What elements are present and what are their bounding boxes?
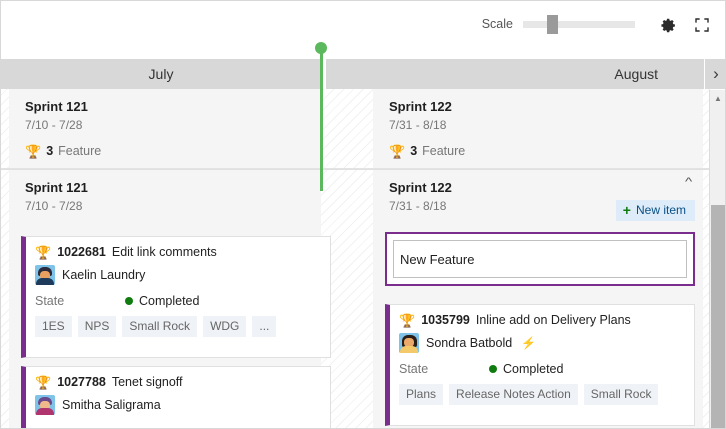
new-item-button[interactable]: + New item xyxy=(615,200,695,221)
avatar xyxy=(35,395,55,415)
trophy-icon: 🏆 xyxy=(389,143,406,159)
new-item-label: New item xyxy=(635,203,686,217)
tag-chip[interactable]: Plans xyxy=(399,384,444,405)
scrollbar-thumb[interactable] xyxy=(711,205,725,428)
top-toolbar: Scale xyxy=(1,1,725,59)
sprint-cell-121-summary[interactable]: Sprint 121 7/10 - 7/28 🏆 3 Feature xyxy=(9,89,321,168)
today-marker-line-row2 xyxy=(320,169,323,191)
today-marker-dot xyxy=(315,42,327,54)
card-state-row: State Completed xyxy=(26,285,330,308)
state-dot-icon xyxy=(489,365,497,373)
tag-chip[interactable]: NPS xyxy=(77,316,117,337)
tag-chip[interactable]: 1ES xyxy=(35,316,72,337)
tag-chip[interactable]: WDG xyxy=(203,316,247,337)
assignee-name: Sondra Batbold xyxy=(426,336,513,350)
trophy-icon: 🏆 xyxy=(35,244,52,260)
timeline-month-header: July August › xyxy=(1,59,725,89)
work-item-title[interactable]: Edit link comments xyxy=(111,245,217,259)
tag-chip[interactable]: Release Notes Action xyxy=(449,384,578,405)
sprint-title: Sprint 122 xyxy=(389,180,452,195)
state-value: Completed xyxy=(503,362,564,376)
avatar xyxy=(399,333,419,353)
plan-row-expanded: Sprint 121 7/10 - 7/28 🏆 1022681 Edit li… xyxy=(1,170,711,428)
status-badge: Completed xyxy=(125,294,199,308)
month-cell-august: August xyxy=(326,59,704,89)
plan-row-summary: Sprint 121 7/10 - 7/28 🏆 3 Feature Sprin… xyxy=(1,89,711,169)
lightning-bolt-icon: ⚡ xyxy=(521,336,537,350)
state-value: Completed xyxy=(139,294,200,308)
work-item-id[interactable]: 1035799 xyxy=(421,313,470,327)
work-item-id[interactable]: 1027788 xyxy=(57,375,106,389)
tag-chip[interactable]: Small Rock xyxy=(122,316,198,337)
sprint-title: Sprint 121 xyxy=(25,180,88,195)
new-item-editor[interactable] xyxy=(385,232,695,286)
work-item-card[interactable]: 🏆 1027788 Tenet signoff Smitha Saligrama xyxy=(21,366,331,428)
today-marker-line-row1 xyxy=(320,89,323,169)
chevron-up-icon[interactable]: ^ xyxy=(684,176,693,188)
card-title-row: 🏆 1027788 Tenet signoff xyxy=(26,367,330,389)
status-badge: Completed xyxy=(489,362,563,376)
sprint-cell-121-expanded[interactable]: Sprint 121 7/10 - 7/28 🏆 1022681 Edit li… xyxy=(9,170,331,428)
fullscreen-icon[interactable] xyxy=(691,15,713,35)
trophy-icon: 🏆 xyxy=(35,374,52,390)
state-label: State xyxy=(35,294,65,308)
sprint-cell-122-expanded[interactable]: Sprint 122 7/31 - 8/18 ^ + New item 🏆 10… xyxy=(373,170,703,428)
vertical-scrollbar[interactable]: ▲ xyxy=(709,90,725,428)
new-item-title-input[interactable] xyxy=(393,240,687,278)
sprint-count-label: Feature xyxy=(422,144,466,158)
card-tags-row: Plans Release Notes Action Small Rock xyxy=(390,376,694,414)
sprint-dates: 7/31 - 8/18 xyxy=(389,118,447,132)
assignee-name: Kaelin Laundry xyxy=(62,268,146,282)
tag-overflow-chip[interactable]: ... xyxy=(252,316,277,337)
card-assignee-row: Smitha Saligrama xyxy=(26,389,330,415)
sprint-count-label: Feature xyxy=(58,144,102,158)
sprint-dates: 7/31 - 8/18 xyxy=(389,199,447,213)
sprint-dates: 7/10 - 7/28 xyxy=(25,118,83,132)
card-tags-row: 1ES NPS Small Rock WDG ... xyxy=(26,308,330,346)
sprint-cell-122-summary[interactable]: Sprint 122 7/31 - 8/18 🏆 3 Feature xyxy=(373,89,703,168)
row-divider xyxy=(1,169,711,170)
sprint-count-row: 🏆 3 Feature xyxy=(9,132,321,158)
scroll-up-icon[interactable]: ▲ xyxy=(714,93,722,103)
sprint-title: Sprint 121 xyxy=(25,99,88,114)
avatar xyxy=(35,265,55,285)
sprint-count-value: 3 xyxy=(46,144,54,158)
work-item-id[interactable]: 1022681 xyxy=(57,245,106,259)
scale-slider-track[interactable] xyxy=(523,21,635,28)
sprint-count-value: 3 xyxy=(410,144,418,158)
assignee-name: Smitha Saligrama xyxy=(62,398,161,412)
card-assignee-row: Sondra Batbold ⚡ xyxy=(390,327,694,353)
work-item-title[interactable]: Inline add on Delivery Plans xyxy=(475,313,631,327)
scale-slider-thumb[interactable] xyxy=(547,15,558,34)
trophy-icon: 🏆 xyxy=(25,143,42,159)
card-title-row: 🏆 1022681 Edit link comments xyxy=(26,237,330,259)
work-item-card[interactable]: 🏆 1035799 Inline add on Delivery Plans S… xyxy=(385,304,695,426)
work-item-title[interactable]: Tenet signoff xyxy=(111,375,183,389)
month-cell-july: July xyxy=(1,59,321,89)
tag-chip[interactable]: Small Rock xyxy=(583,384,659,405)
sprint-count-row: 🏆 3 Feature xyxy=(373,132,703,158)
sprint-dates: 7/10 - 7/28 xyxy=(25,199,83,213)
card-title-row: 🏆 1035799 Inline add on Delivery Plans xyxy=(390,305,694,327)
card-state-row: State Completed xyxy=(390,353,694,376)
next-period-button[interactable]: › xyxy=(704,59,725,89)
plus-icon: + xyxy=(622,202,631,218)
gear-icon[interactable] xyxy=(657,15,679,35)
card-assignee-row: Kaelin Laundry xyxy=(26,259,330,285)
scale-slider[interactable] xyxy=(523,15,635,34)
trophy-icon: 🏆 xyxy=(399,312,416,328)
work-item-card[interactable]: 🏆 1022681 Edit link comments Kaelin Laun… xyxy=(21,236,331,358)
state-dot-icon xyxy=(125,297,133,305)
sprint-title: Sprint 122 xyxy=(389,99,452,114)
today-marker-line-top xyxy=(320,51,323,89)
state-label: State xyxy=(399,362,429,376)
scale-label: Scale xyxy=(481,17,513,31)
